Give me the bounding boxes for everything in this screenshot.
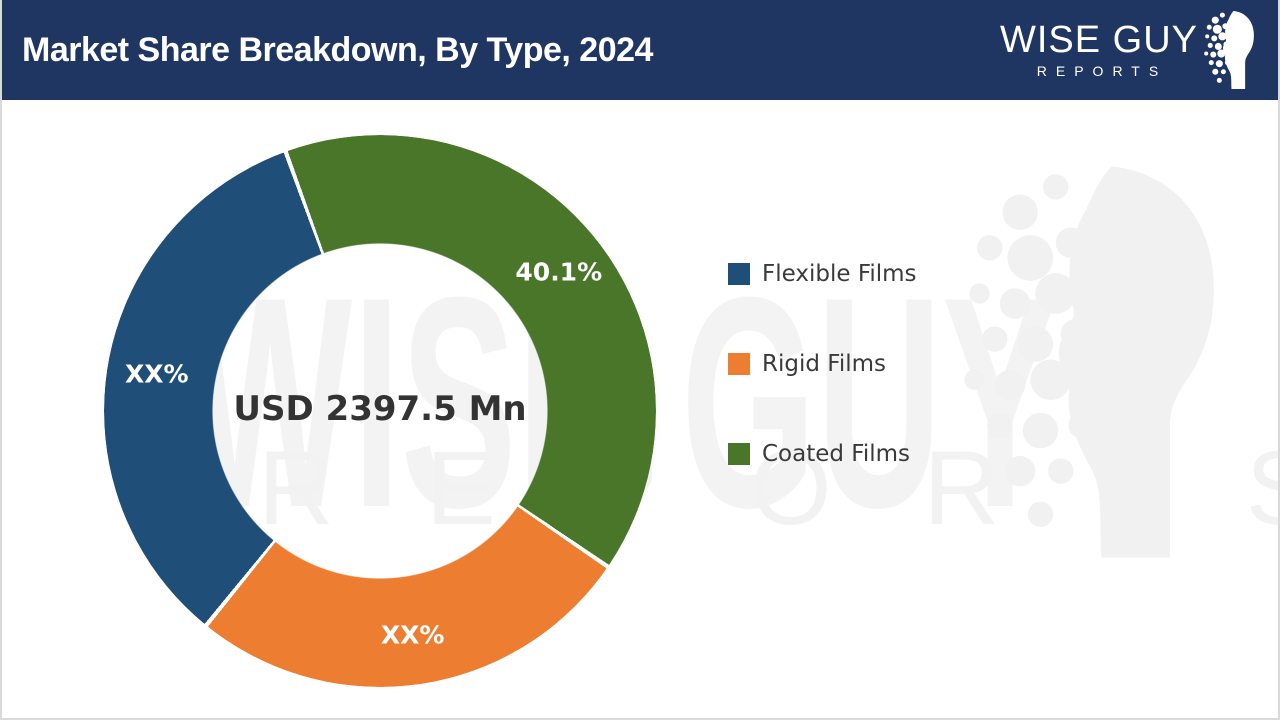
logo-subtitle: REPORTS — [1036, 63, 1168, 79]
donut-center-value: USD 2397.5 Mn — [233, 389, 527, 429]
legend-item: Coated Films — [728, 438, 917, 470]
watermark-face-dots-icon — [964, 166, 1214, 558]
slice-label-coated-films: 40.1% — [515, 257, 603, 287]
legend-swatch — [728, 443, 750, 465]
logo-wordmark: WISE GUY — [999, 19, 1198, 61]
legend-label: Rigid Films — [762, 351, 886, 377]
wise-guy-logo: WISE GUY REPORTS — [1000, 7, 1266, 93]
chart-legend: Flexible Films Rigid Films Coated Films — [728, 258, 917, 528]
logo-face-dots-icon — [1204, 11, 1254, 89]
legend-swatch — [728, 263, 750, 285]
legend-item: Flexible Films — [728, 258, 917, 290]
legend-swatch — [728, 353, 750, 375]
legend-label: Coated Films — [762, 441, 911, 467]
header-bar: Market Share Breakdown, By Type, 2024 WI… — [0, 0, 1280, 100]
logo-text: WISE GUY REPORTS — [1000, 21, 1198, 79]
donut-chart — [104, 135, 656, 687]
slice-label-flexible-films: XX% — [124, 359, 189, 389]
page-title: Market Share Breakdown, By Type, 2024 — [22, 30, 653, 69]
legend-label: Flexible Films — [762, 261, 917, 287]
slice-label-rigid-films: XX% — [380, 620, 445, 650]
legend-item: Rigid Films — [728, 348, 917, 380]
